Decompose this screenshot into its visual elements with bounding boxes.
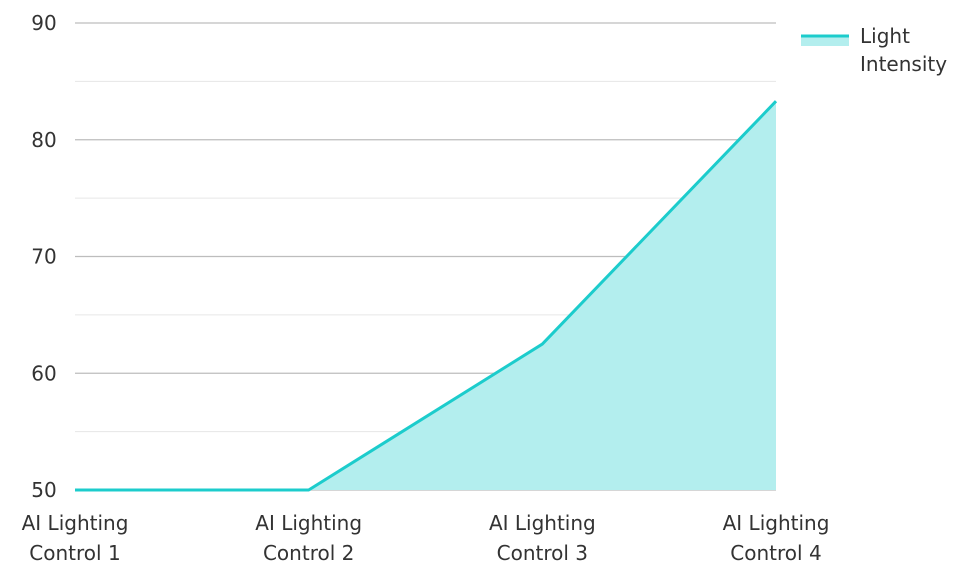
series-area-light-intensity	[75, 101, 776, 490]
x-tick-label-line: AI Lighting	[723, 511, 830, 535]
legend-label-line-2: Intensity	[860, 52, 947, 76]
x-tick-label-line: Control 4	[730, 541, 821, 562]
x-tick-label: AI Lighting Control 4	[723, 511, 830, 562]
legend: Light Intensity	[801, 24, 947, 76]
x-tick-label-line: Control 1	[29, 541, 120, 562]
y-axis-tick-labels: 50 60 70 80 90	[31, 11, 56, 502]
legend-swatch-fill	[801, 36, 849, 46]
y-tick-label: 90	[31, 11, 56, 35]
grid-lines	[75, 22, 776, 491]
y-tick-label: 60	[31, 361, 56, 385]
x-tick-label: AI Lighting Control 1	[22, 511, 129, 562]
y-tick-label: 50	[31, 478, 56, 502]
y-tick-label: 80	[31, 128, 56, 152]
x-axis-tick-labels: AI Lighting Control 1 AI Lighting Control 2…	[22, 511, 830, 562]
y-tick-label: 70	[31, 245, 56, 269]
series-line-light-intensity	[75, 100, 778, 492]
x-tick-label-line: AI Lighting	[255, 511, 362, 535]
x-tick-label: AI Lighting Control 3	[489, 511, 596, 562]
legend-label: Light Intensity	[860, 24, 947, 76]
x-tick-label-line: AI Lighting	[22, 511, 129, 535]
x-tick-label-line: AI Lighting	[489, 511, 596, 535]
data-points	[74, 101, 777, 491]
x-tick-label: AI Lighting Control 2	[255, 511, 362, 562]
legend-label-line-1: Light	[860, 24, 910, 48]
x-tick-label-line: Control 3	[497, 541, 588, 562]
x-tick-label-line: Control 2	[263, 541, 354, 562]
